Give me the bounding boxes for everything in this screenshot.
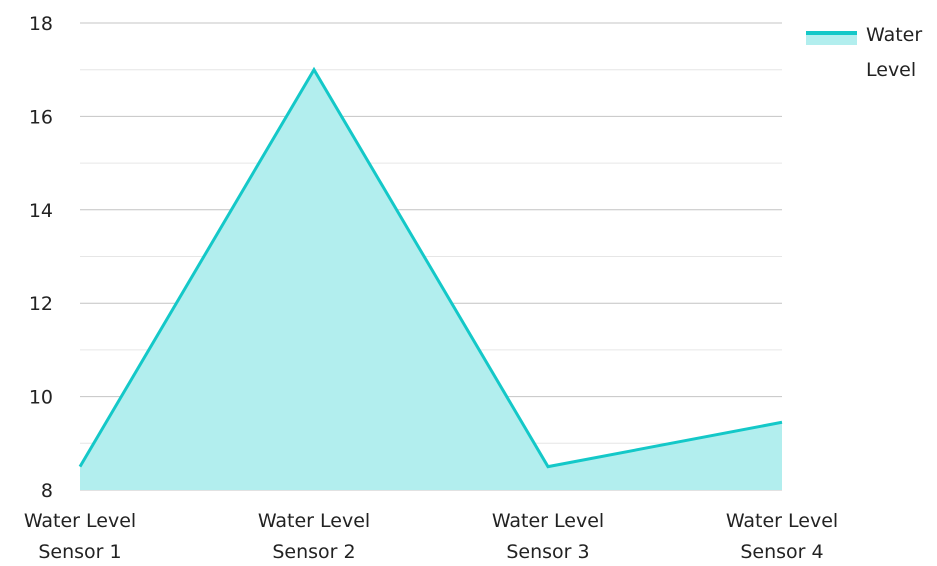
- x-tick-label-line: Water Level: [24, 510, 136, 532]
- x-tick-label: Water Level Sensor 4: [726, 510, 838, 562]
- x-tick-label-line: Sensor 1: [38, 541, 121, 562]
- y-axis: 8 10 12 14 16 18: [29, 13, 53, 502]
- y-tick-label: 10: [29, 387, 53, 409]
- x-tick-label: Water Level Sensor 2: [258, 510, 370, 562]
- x-tick-label-line: Sensor 4: [740, 541, 823, 562]
- area-fill: [80, 70, 782, 490]
- x-tick-label: Water Level Sensor 1: [24, 510, 136, 562]
- y-tick-label: 16: [29, 106, 53, 128]
- y-tick-label: 12: [29, 293, 53, 315]
- x-tick-label-line: Sensor 2: [272, 541, 355, 562]
- x-tick-label: Water Level Sensor 3: [492, 510, 604, 562]
- y-tick-label: 18: [29, 13, 53, 35]
- area-series: [80, 70, 782, 490]
- x-tick-label-line: Sensor 3: [506, 541, 589, 562]
- x-tick-label-line: Water Level: [726, 510, 838, 532]
- y-tick-label: 14: [29, 200, 53, 222]
- x-tick-label-line: Water Level: [492, 510, 604, 532]
- legend-label-line-1: Water: [866, 24, 922, 46]
- legend: Water Level: [806, 24, 922, 81]
- legend-swatch-line: [806, 31, 857, 35]
- y-tick-label: 8: [41, 480, 53, 502]
- x-tick-label-line: Water Level: [258, 510, 370, 532]
- legend-label-line-2: Level: [866, 59, 916, 81]
